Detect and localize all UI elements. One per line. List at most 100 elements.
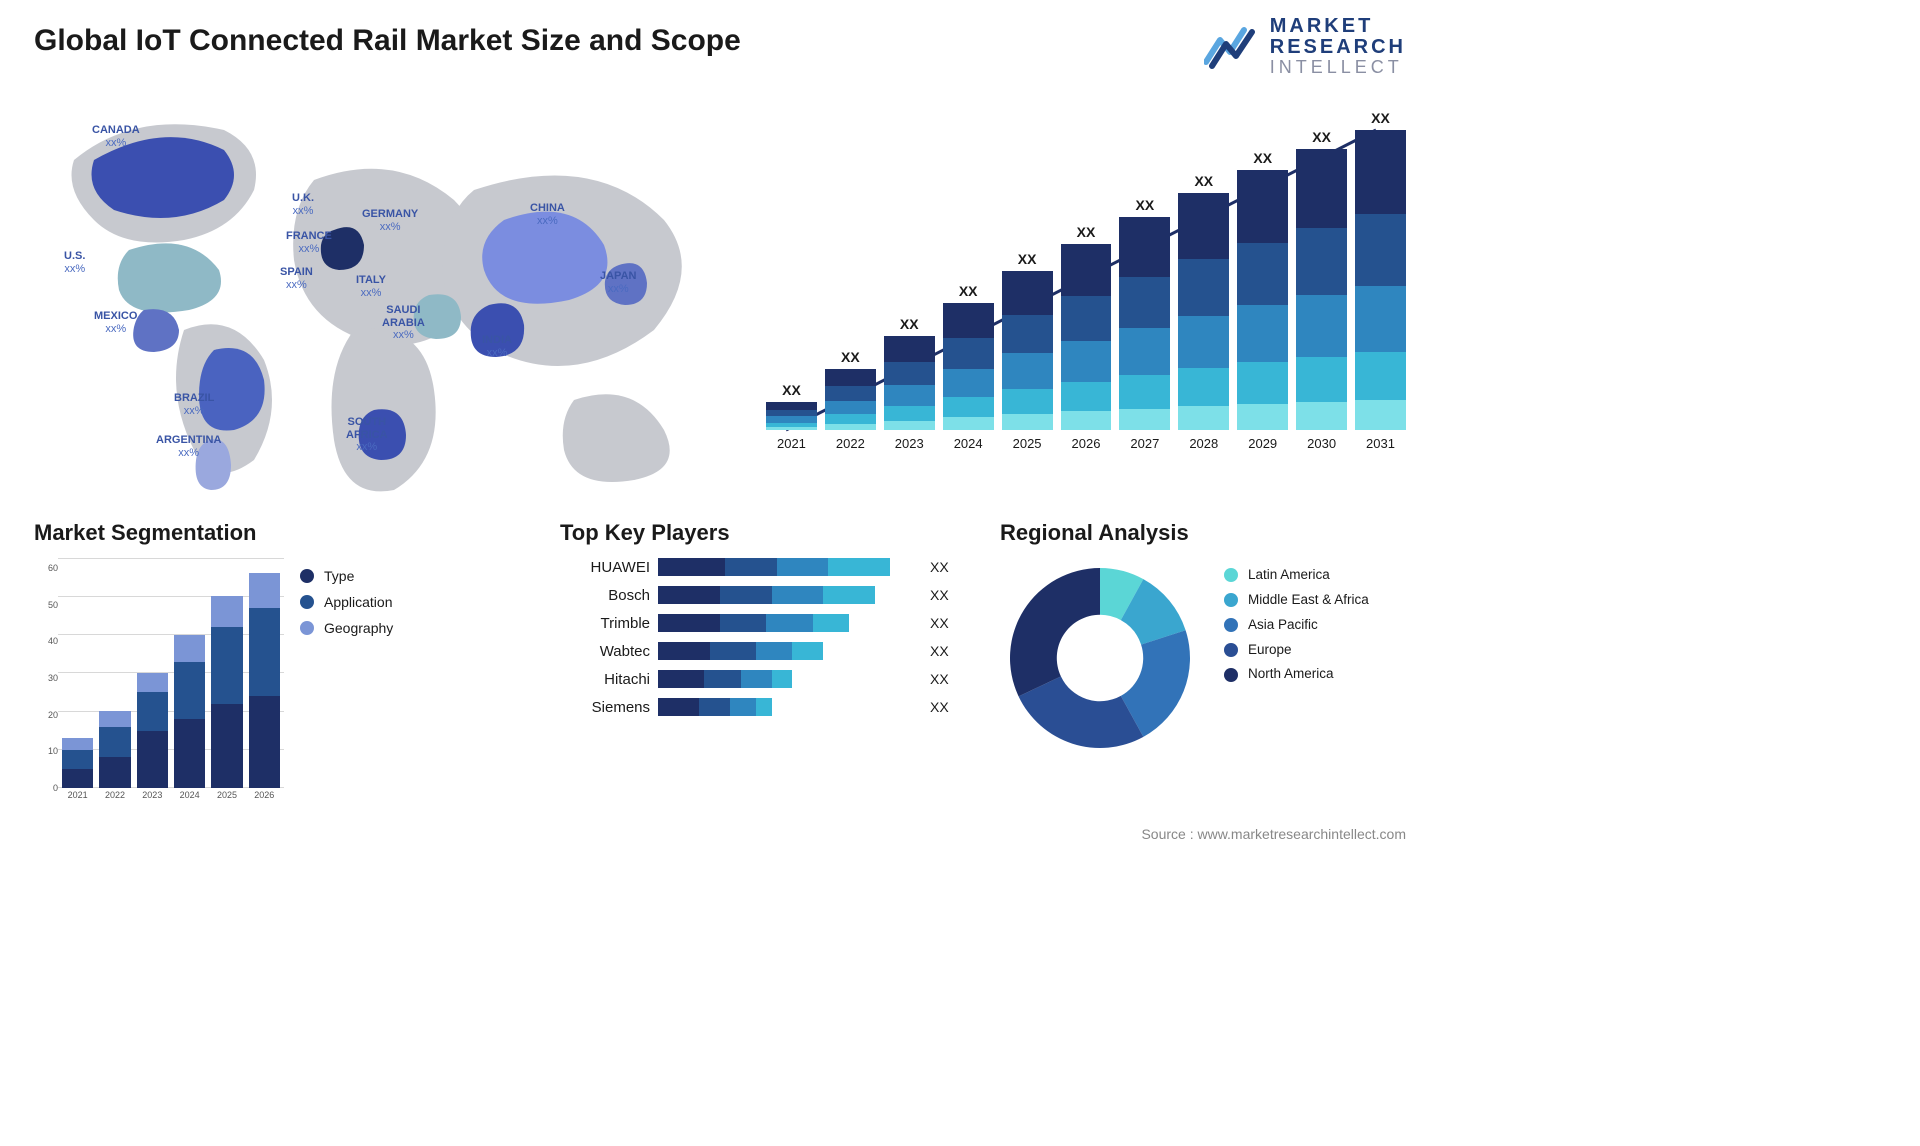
growth-bar: XX2030 xyxy=(1296,129,1347,451)
map-country-label: FRANCExx% xyxy=(286,230,332,255)
seg-bar-segment xyxy=(211,596,242,627)
player-bar-segment xyxy=(658,558,725,576)
seg-bar-segment xyxy=(99,757,130,788)
player-bar-segment xyxy=(658,642,710,660)
growth-bar-segment xyxy=(825,414,876,424)
growth-bar-segment xyxy=(1061,382,1112,412)
growth-bar-segment xyxy=(1355,400,1406,430)
growth-bar-segment xyxy=(884,406,935,421)
growth-bar-segment xyxy=(943,397,994,417)
growth-bar-segment xyxy=(1178,193,1229,259)
player-bar-segment xyxy=(720,586,772,604)
player-bar xyxy=(658,698,916,716)
player-bar-segment xyxy=(725,558,777,576)
map-country-label: INDIAxx% xyxy=(482,334,512,359)
growth-bar-segment xyxy=(1296,149,1347,228)
regional-section: Regional Analysis Latin AmericaMiddle Ea… xyxy=(1000,520,1400,758)
player-row: BoschXX xyxy=(560,586,960,604)
legend-swatch-icon xyxy=(300,621,314,635)
growth-bar-segment xyxy=(1355,352,1406,400)
legend-swatch-icon xyxy=(1224,618,1238,632)
map-country-label: CANADAxx% xyxy=(92,124,140,149)
seg-bar xyxy=(62,738,93,788)
legend-swatch-icon xyxy=(1224,668,1238,682)
player-row: TrimbleXX xyxy=(560,614,960,632)
seg-y-tick: 60 xyxy=(34,563,58,573)
seg-bar xyxy=(174,635,205,788)
player-bar-segment xyxy=(772,586,824,604)
growth-bar: XX2028 xyxy=(1178,173,1229,451)
growth-bar-value: XX xyxy=(1253,150,1272,166)
growth-bar-value: XX xyxy=(782,382,801,398)
growth-bar-segment xyxy=(1178,259,1229,316)
growth-bar-segment xyxy=(1119,375,1170,409)
player-value: XX xyxy=(930,643,960,659)
growth-bar-segment xyxy=(825,401,876,414)
growth-bar-segment xyxy=(1237,362,1288,404)
growth-bar: XX2024 xyxy=(943,283,994,451)
regional-legend: Latin AmericaMiddle East & AfricaAsia Pa… xyxy=(1224,558,1369,692)
map-country-label: BRAZILxx% xyxy=(174,392,214,417)
map-country-label: SOUTHAFRICAxx% xyxy=(346,416,388,454)
seg-bar xyxy=(211,596,242,788)
brand-logo: MARKET RESEARCH INTELLECT xyxy=(1204,16,1406,77)
legend-label: Middle East & Africa xyxy=(1248,593,1369,608)
map-country-label: U.K.xx% xyxy=(292,192,314,217)
growth-bar-year: 2028 xyxy=(1189,436,1218,451)
player-bar-segment xyxy=(741,670,772,688)
growth-bar-value: XX xyxy=(841,349,860,365)
donut-slice xyxy=(1010,568,1100,696)
growth-bar-segment xyxy=(1355,130,1406,214)
seg-bar-segment xyxy=(211,627,242,704)
player-bar-segment xyxy=(710,642,756,660)
player-row: HitachiXX xyxy=(560,670,960,688)
growth-bar: XX2029 xyxy=(1237,150,1288,451)
seg-bar-segment xyxy=(137,692,168,730)
seg-y-tick: 10 xyxy=(34,746,58,756)
map-country-label: JAPANxx% xyxy=(600,270,636,295)
legend-label: Asia Pacific xyxy=(1248,618,1318,633)
player-bar-segment xyxy=(756,642,792,660)
growth-bar-year: 2030 xyxy=(1307,436,1336,451)
growth-bar-segment xyxy=(1119,409,1170,430)
growth-bar-segment xyxy=(1002,389,1053,415)
seg-bar-segment xyxy=(174,635,205,662)
growth-bar: XX2026 xyxy=(1061,224,1112,451)
growth-bar-segment xyxy=(1061,244,1112,296)
player-bar-segment xyxy=(658,614,720,632)
player-bar-segment xyxy=(730,698,756,716)
player-bar-segment xyxy=(813,614,849,632)
growth-bar-segment xyxy=(1178,406,1229,430)
growth-bar-segment xyxy=(1002,353,1053,388)
player-bar xyxy=(658,558,916,576)
growth-bar-value: XX xyxy=(1136,197,1155,213)
seg-x-label: 2026 xyxy=(249,790,280,808)
player-bar-segment xyxy=(720,614,766,632)
seg-bar-segment xyxy=(62,738,93,750)
growth-bar-segment xyxy=(884,336,935,362)
growth-bar-value: XX xyxy=(1018,251,1037,267)
legend-label: Geography xyxy=(324,620,393,636)
growth-bar-segment xyxy=(884,385,935,406)
page-title: Global IoT Connected Rail Market Size an… xyxy=(34,24,741,58)
growth-bar-segment xyxy=(1237,404,1288,430)
seg-bar-segment xyxy=(249,696,280,788)
growth-bar-segment xyxy=(884,362,935,385)
map-country-label: ARGENTINAxx% xyxy=(156,434,221,459)
growth-bar-value: XX xyxy=(1077,224,1096,240)
growth-bar: XX2022 xyxy=(825,349,876,451)
legend-label: Application xyxy=(324,594,393,610)
seg-x-label: 2024 xyxy=(174,790,205,808)
player-bar-segment xyxy=(658,670,704,688)
map-country-label: ITALYxx% xyxy=(356,274,386,299)
growth-bar: XX2027 xyxy=(1119,197,1170,451)
player-name: Wabtec xyxy=(560,643,650,660)
seg-x-label: 2025 xyxy=(211,790,242,808)
player-bar-segment xyxy=(792,642,823,660)
growth-bar: XX2023 xyxy=(884,316,935,451)
growth-bar-segment xyxy=(1002,414,1053,430)
growth-bar-segment xyxy=(1002,315,1053,353)
growth-bar-segment xyxy=(825,369,876,386)
growth-bar-segment xyxy=(1119,217,1170,277)
segmentation-chart: 6050403020100 202120222023202420252026 xyxy=(34,558,284,808)
